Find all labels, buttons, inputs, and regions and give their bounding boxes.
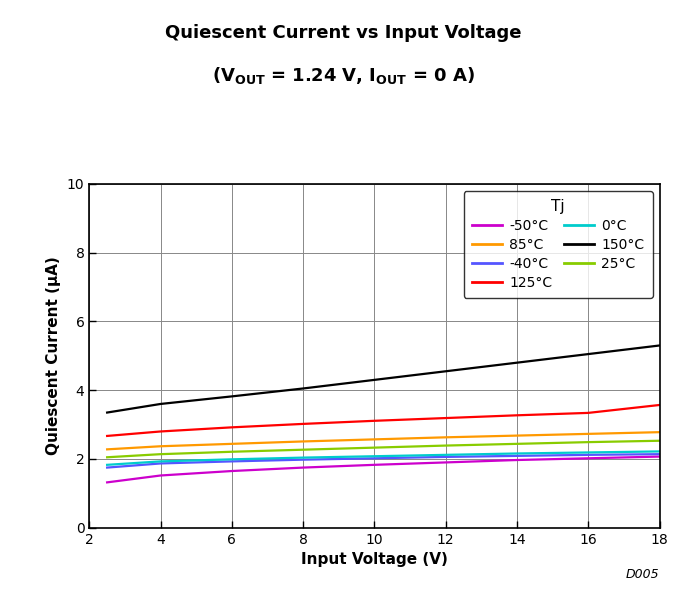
X-axis label: Input Voltage (V): Input Voltage (V) [301,552,448,567]
Text: D005: D005 [626,568,660,581]
Legend: -50°C, 85°C, -40°C, 125°C, 0°C, 150°C, 25°C: -50°C, 85°C, -40°C, 125°C, 0°C, 150°C, 2… [464,191,653,298]
Text: ($\mathbf{V}_{\mathbf{OUT}}$ = 1.24 V, $\mathbf{I}_{\mathbf{OUT}}$ = 0 A): ($\mathbf{V}_{\mathbf{OUT}}$ = 1.24 V, $… [212,65,475,86]
Y-axis label: Quiescent Current (μA): Quiescent Current (μA) [46,256,61,455]
Text: Quiescent Current vs Input Voltage: Quiescent Current vs Input Voltage [166,24,521,42]
